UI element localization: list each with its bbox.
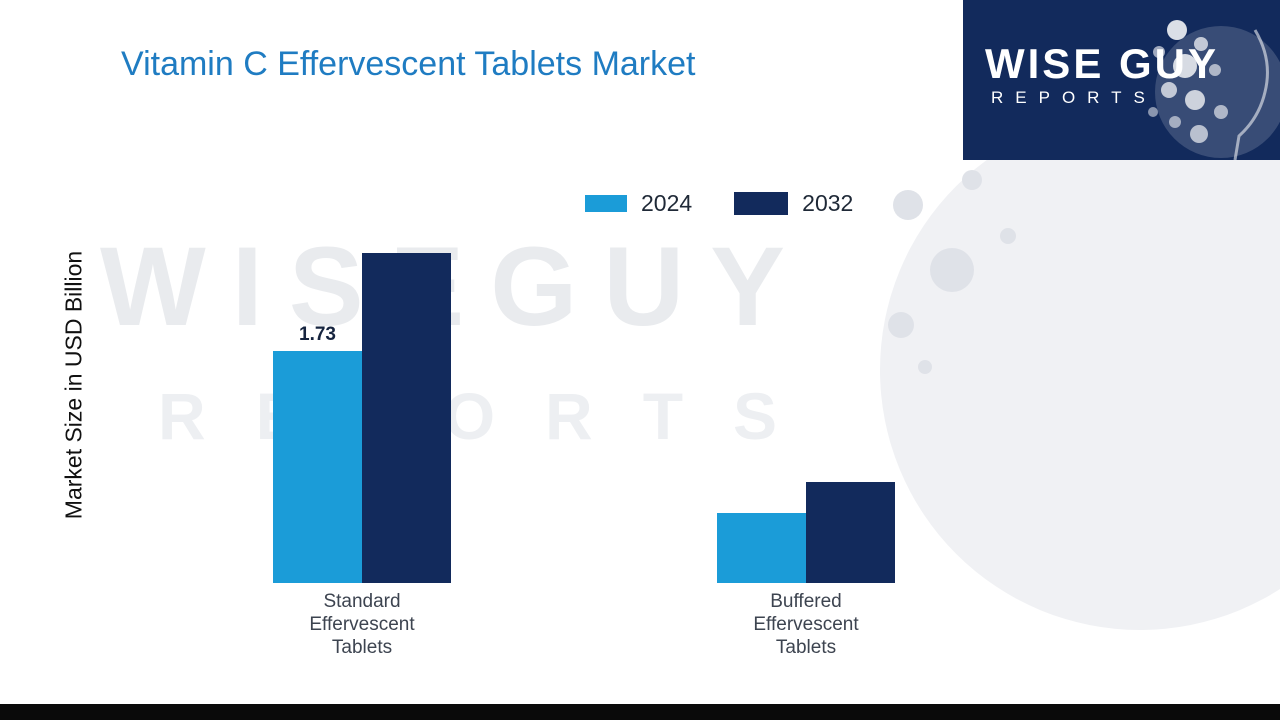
category-label-standard: Standard Effervescent Tablets [309, 591, 415, 658]
bar-2024-standard [273, 351, 362, 583]
logo-text-sub: REPORTS [991, 88, 1157, 107]
legend-item-2024: 2024 [585, 190, 692, 217]
watermark-head-silhouette [880, 110, 1280, 630]
watermark-dot [893, 190, 923, 220]
legend-swatch-2032 [734, 192, 789, 215]
watermark-dot [888, 312, 914, 338]
watermark-dot [1000, 228, 1016, 244]
legend-label-2032: 2032 [802, 190, 854, 216]
bar-2032-standard [362, 253, 451, 583]
bottom-black-bar [0, 704, 1280, 720]
legend-label-2024: 2024 [641, 190, 693, 216]
chart-legend: 2024 2032 [585, 190, 853, 217]
watermark-dot [918, 360, 932, 374]
chart-title: Vitamin C Effervescent Tablets Market [121, 45, 696, 83]
watermark-text-reports: REPORTS [158, 379, 828, 453]
watermark-dot [930, 248, 974, 292]
logo-head-icon [1148, 20, 1280, 160]
wiseguy-reports-logo: WISE GUY REPORTS [963, 0, 1280, 160]
y-axis-label: Market Size in USD Billion [60, 250, 87, 520]
bar-value-label: 1.73 [299, 324, 336, 345]
watermark-dot [962, 170, 982, 190]
logo-text-main: WISE GUY [985, 40, 1220, 87]
plot-area: 1.73 [120, 200, 960, 583]
legend-swatch-2024 [585, 195, 627, 212]
bar-2024-buffered [717, 513, 806, 583]
category-label-buffered: Buffered Effervescent Tablets [753, 591, 859, 658]
bar-2032-buffered [806, 482, 895, 583]
legend-item-2032: 2032 [734, 190, 853, 217]
